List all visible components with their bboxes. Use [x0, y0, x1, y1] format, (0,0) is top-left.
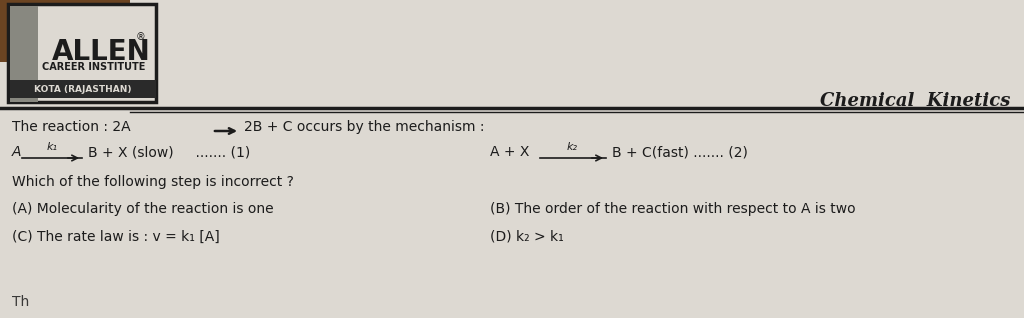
Text: Th: Th	[12, 295, 30, 309]
Text: KOTA (RAJASTHAN): KOTA (RAJASTHAN)	[34, 85, 132, 93]
Text: B + X (slow)     ....... (1): B + X (slow) ....... (1)	[88, 145, 250, 159]
Text: B + C(fast) ....... (2): B + C(fast) ....... (2)	[612, 145, 748, 159]
Bar	[130, 0, 1024, 318]
Text: k₁: k₁	[46, 142, 57, 152]
Text: (D) k₂ > k₁: (D) k₂ > k₁	[490, 230, 564, 244]
Text: 2B + C occurs by the mechanism :: 2B + C occurs by the mechanism :	[244, 120, 484, 134]
Text: ®: ®	[136, 32, 145, 42]
Text: Chemical  Kinetics: Chemical Kinetics	[819, 92, 1010, 110]
Text: (A) Molecularity of the reaction is one: (A) Molecularity of the reaction is one	[12, 202, 273, 216]
Text: Which of the following step is incorrect ?: Which of the following step is incorrect…	[12, 175, 294, 189]
Bar	[0, 62, 1024, 318]
Text: CAREER INSTITUTE: CAREER INSTITUTE	[42, 62, 145, 72]
Text: (C) The rate law is : v = k₁ [A]: (C) The rate law is : v = k₁ [A]	[12, 230, 220, 244]
Bar	[10, 80, 156, 98]
Text: The reaction : 2A: The reaction : 2A	[12, 120, 131, 134]
Text: A + X: A + X	[490, 145, 529, 159]
Bar	[8, 4, 156, 102]
Bar	[10, 6, 38, 102]
Text: k₂: k₂	[566, 142, 578, 152]
Text: A: A	[12, 145, 22, 159]
Text: (B) The order of the reaction with respect to A is two: (B) The order of the reaction with respe…	[490, 202, 856, 216]
Text: ALLEN: ALLEN	[52, 38, 151, 66]
